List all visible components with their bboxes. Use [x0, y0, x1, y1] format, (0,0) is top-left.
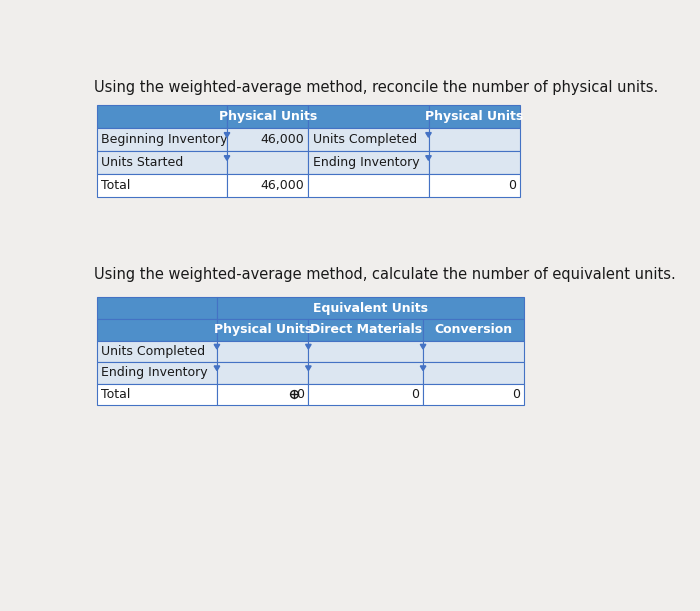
Bar — [227, 174, 309, 197]
Bar — [309, 384, 423, 405]
Text: Beginning Inventory: Beginning Inventory — [102, 133, 228, 146]
Polygon shape — [224, 156, 230, 160]
Bar — [217, 298, 524, 319]
Bar — [217, 319, 309, 340]
Text: 0: 0 — [297, 388, 304, 401]
Bar — [97, 151, 227, 174]
Bar — [309, 128, 428, 151]
Bar — [428, 128, 520, 151]
Bar — [97, 105, 227, 128]
Bar — [309, 174, 428, 197]
Bar — [309, 362, 423, 384]
Polygon shape — [306, 345, 312, 349]
Bar — [309, 105, 428, 128]
Bar — [428, 105, 520, 128]
Text: Direct Materials: Direct Materials — [309, 323, 422, 336]
Polygon shape — [426, 133, 431, 137]
Polygon shape — [214, 366, 220, 370]
Polygon shape — [214, 345, 220, 349]
Bar — [423, 384, 524, 405]
Bar — [423, 319, 524, 340]
Bar — [428, 151, 520, 174]
Bar — [309, 151, 428, 174]
Bar — [97, 362, 217, 384]
Bar — [97, 384, 217, 405]
Text: Physical Units: Physical Units — [214, 323, 312, 336]
Bar — [423, 340, 524, 362]
Bar — [309, 340, 423, 362]
Bar — [227, 151, 309, 174]
Text: Ending Inventory: Ending Inventory — [102, 367, 208, 379]
Text: 0: 0 — [411, 388, 419, 401]
Bar — [217, 362, 309, 384]
Text: Ending Inventory: Ending Inventory — [313, 156, 419, 169]
Polygon shape — [224, 133, 230, 137]
Bar — [97, 174, 227, 197]
Text: Units Completed: Units Completed — [313, 133, 417, 146]
Text: 46,000: 46,000 — [260, 179, 304, 192]
Bar — [227, 105, 309, 128]
Bar — [97, 298, 217, 319]
Polygon shape — [306, 366, 312, 370]
Bar — [309, 319, 423, 340]
Text: 46,000: 46,000 — [260, 133, 304, 146]
Polygon shape — [420, 366, 426, 370]
Bar — [423, 362, 524, 384]
Text: Total: Total — [102, 388, 131, 401]
Bar — [217, 340, 309, 362]
Text: Using the weighted-average method, reconcile the number of physical units.: Using the weighted-average method, recon… — [94, 80, 658, 95]
Text: Physical Units: Physical Units — [425, 110, 524, 123]
Text: Units Started: Units Started — [102, 156, 183, 169]
Bar — [97, 319, 217, 340]
Text: Equivalent Units: Equivalent Units — [313, 302, 428, 315]
Text: Total: Total — [102, 179, 131, 192]
Bar — [97, 340, 217, 362]
Text: Units Completed: Units Completed — [102, 345, 206, 358]
Text: 0: 0 — [508, 179, 516, 192]
Bar — [97, 128, 227, 151]
Text: Using the weighted-average method, calculate the number of equivalent units.: Using the weighted-average method, calcu… — [94, 266, 676, 282]
Text: Conversion: Conversion — [435, 323, 512, 336]
Bar — [227, 128, 309, 151]
Bar — [428, 174, 520, 197]
Bar — [217, 384, 309, 405]
Text: Physical Units: Physical Units — [218, 110, 317, 123]
Polygon shape — [426, 156, 431, 160]
Text: 0: 0 — [512, 388, 520, 401]
Polygon shape — [420, 345, 426, 349]
